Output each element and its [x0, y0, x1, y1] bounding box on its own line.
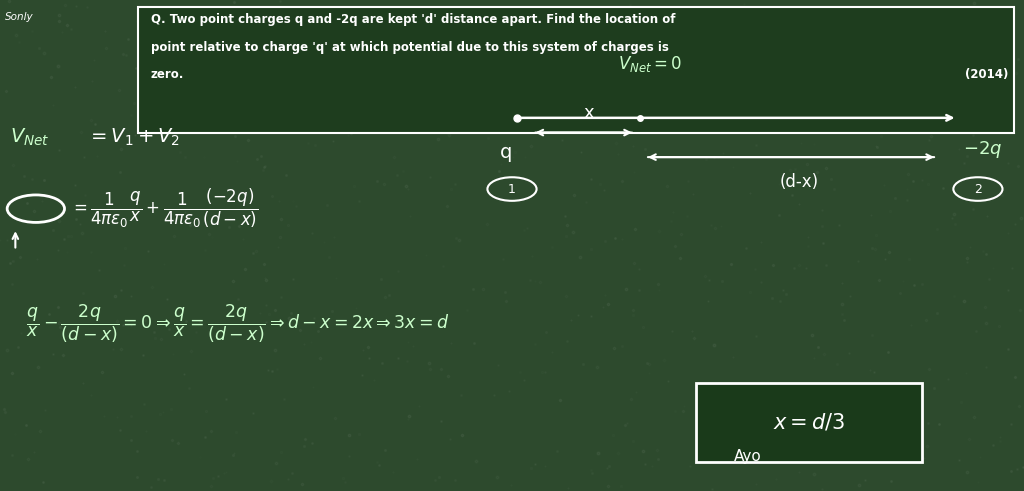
Text: (d-x): (d-x): [779, 173, 818, 191]
Text: x: x: [584, 104, 594, 122]
Text: $-2q$: $-2q$: [963, 139, 1001, 160]
Text: 2: 2: [974, 183, 982, 195]
Text: $x = d/3$: $x = d/3$: [773, 412, 845, 433]
Text: $= V_1 + V_2$: $= V_1 + V_2$: [87, 127, 180, 148]
Text: q: q: [500, 143, 512, 162]
Text: point relative to charge 'q' at which potential due to this system of charges is: point relative to charge 'q' at which po…: [151, 41, 669, 54]
Text: (2014): (2014): [966, 68, 1009, 81]
Text: zero.: zero.: [151, 68, 184, 81]
Text: Ayo: Ayo: [733, 449, 762, 464]
Bar: [138, 7, 1014, 133]
Text: $V_{Net}$: $V_{Net}$: [10, 127, 50, 148]
Text: 1: 1: [508, 183, 516, 195]
Text: $= \dfrac{1}{4\pi\varepsilon_0}\dfrac{q}{x} + \dfrac{1}{4\pi\varepsilon_0}\dfrac: $= \dfrac{1}{4\pi\varepsilon_0}\dfrac{q}…: [70, 187, 258, 230]
Bar: [696, 383, 922, 462]
Text: $\dfrac{q}{x} - \dfrac{2q}{(d-x)} = 0 \Rightarrow \dfrac{q}{x} = \dfrac{2q}{(d-x: $\dfrac{q}{x} - \dfrac{2q}{(d-x)} = 0 \R…: [26, 303, 450, 345]
Text: $V_{Net} = 0$: $V_{Net} = 0$: [618, 54, 682, 74]
Text: Q. Two point charges q and -2q are kept 'd' distance apart. Find the location of: Q. Two point charges q and -2q are kept …: [151, 13, 675, 26]
Text: Sonly: Sonly: [5, 12, 34, 22]
